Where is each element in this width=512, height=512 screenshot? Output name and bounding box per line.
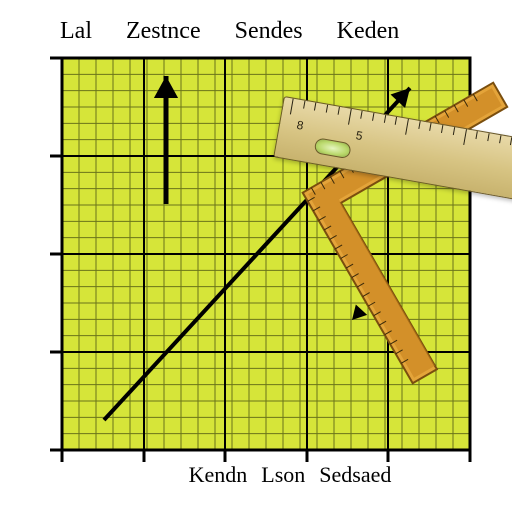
- bottom-word-2: Lson: [261, 462, 305, 488]
- bottom-word-1: Kendn: [189, 462, 248, 488]
- title-word-2: Zestnce: [126, 18, 201, 45]
- title-word-4: Keden: [337, 18, 400, 45]
- grid-plot: [0, 0, 512, 512]
- figure: 85 Lal Zestnce Sendes Keden Kendn Lson S…: [0, 0, 512, 512]
- bottom-word-3: Sedsaed: [319, 462, 391, 488]
- title-word-1: Lal: [60, 18, 92, 45]
- bottom-label-row: Kendn Lson Sedsaed: [100, 462, 480, 488]
- title-word-3: Sendes: [235, 18, 303, 45]
- top-title-row: Lal Zestnce Sendes Keden: [60, 18, 480, 45]
